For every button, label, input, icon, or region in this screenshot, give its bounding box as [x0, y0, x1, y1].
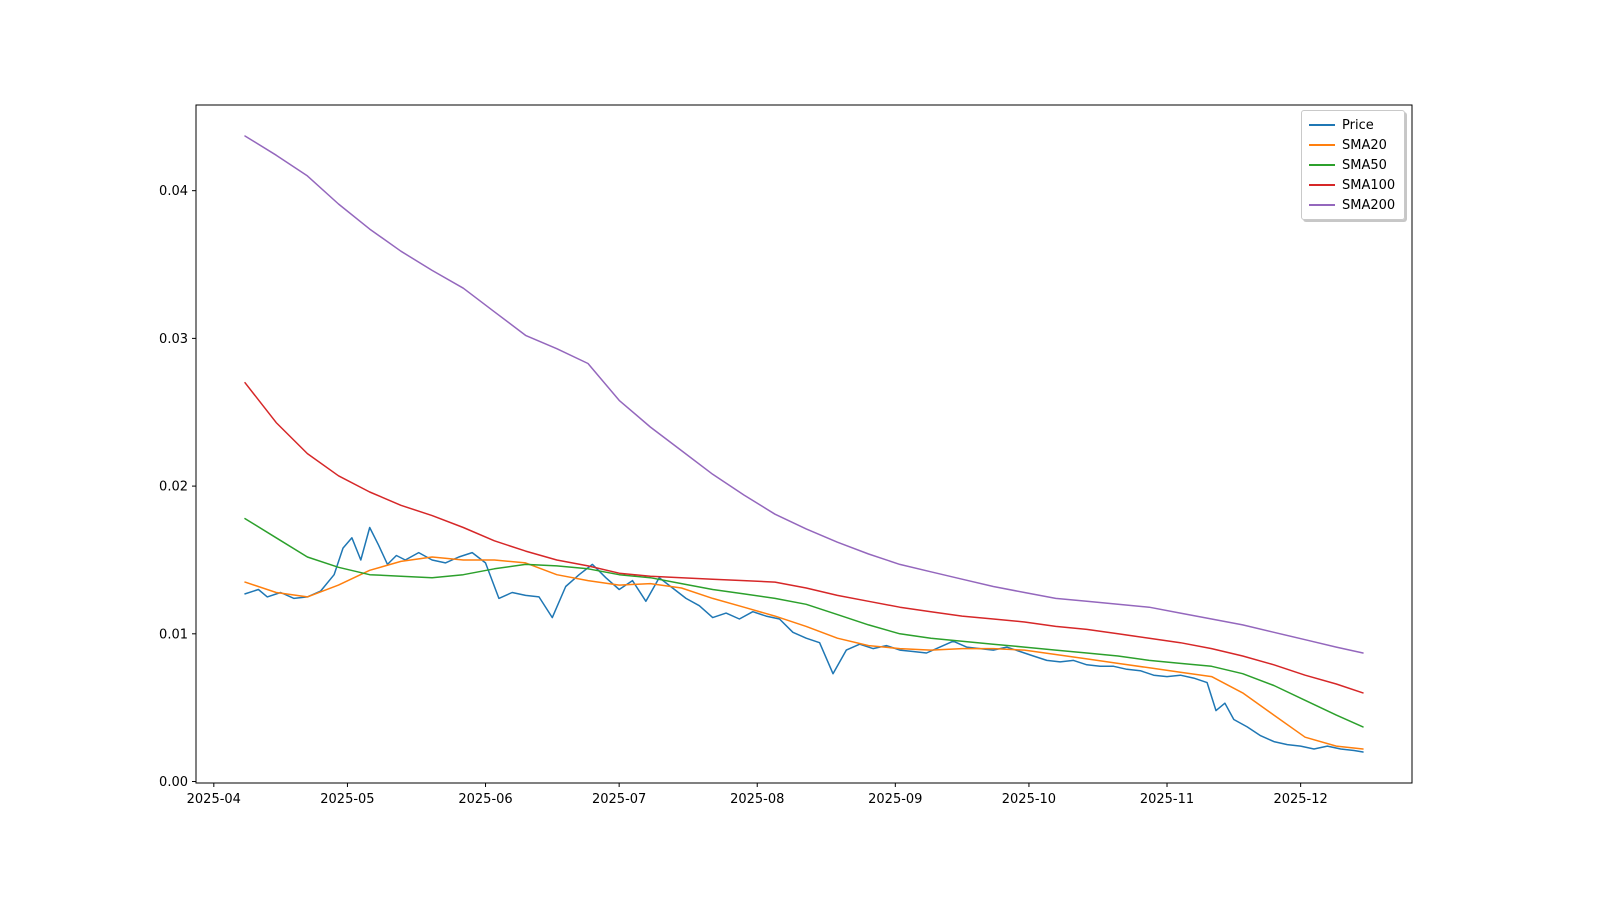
legend-label: SMA200: [1342, 197, 1396, 213]
series-line-price: [244, 526, 1364, 753]
legend-item-sma200[interactable]: SMA200: [1309, 195, 1395, 215]
x-tick-label: 2025-04: [187, 792, 241, 807]
x-tick-label: 2025-08: [730, 792, 784, 807]
legend-label: SMA20: [1342, 137, 1387, 153]
legend-label: Price: [1342, 117, 1374, 133]
axes-frame: [195, 104, 1413, 784]
legend-item-sma100[interactable]: SMA100: [1309, 175, 1395, 195]
legend: Price SMA20 SMA50 SMA100 SMA200: [1301, 110, 1406, 220]
y-tick-label: 0.02: [159, 480, 188, 495]
x-tick-label: 2025-10: [1002, 792, 1056, 807]
legend-label: SMA50: [1342, 157, 1387, 173]
series-line-sma200: [244, 135, 1364, 654]
series-line-sma100: [244, 381, 1364, 694]
x-tick-label: 2025-12: [1273, 792, 1327, 807]
x-tick-label: 2025-09: [868, 792, 922, 807]
x-tick-label: 2025-07: [592, 792, 646, 807]
legend-swatch-price: [1309, 124, 1335, 126]
x-tick-label: 2025-11: [1140, 792, 1194, 807]
series-line-sma20: [244, 556, 1364, 750]
y-tick-label: 0.03: [159, 332, 188, 347]
legend-item-sma50[interactable]: SMA50: [1309, 155, 1395, 175]
y-tick-label: 0.01: [159, 627, 188, 642]
legend-label: SMA100: [1342, 177, 1396, 193]
legend-swatch-sma20: [1309, 144, 1335, 146]
legend-item-price[interactable]: Price: [1309, 115, 1395, 135]
legend-swatch-sma50: [1309, 164, 1335, 166]
y-tick-label: 0.00: [159, 775, 188, 790]
y-tick-label: 0.04: [159, 184, 188, 199]
x-tick-label: 2025-05: [320, 792, 374, 807]
x-tick-label: 2025-06: [458, 792, 512, 807]
legend-swatch-sma200: [1309, 204, 1335, 206]
legend-item-sma20[interactable]: SMA20: [1309, 135, 1395, 155]
legend-swatch-sma100: [1309, 184, 1335, 186]
series-line-sma50: [244, 517, 1364, 728]
